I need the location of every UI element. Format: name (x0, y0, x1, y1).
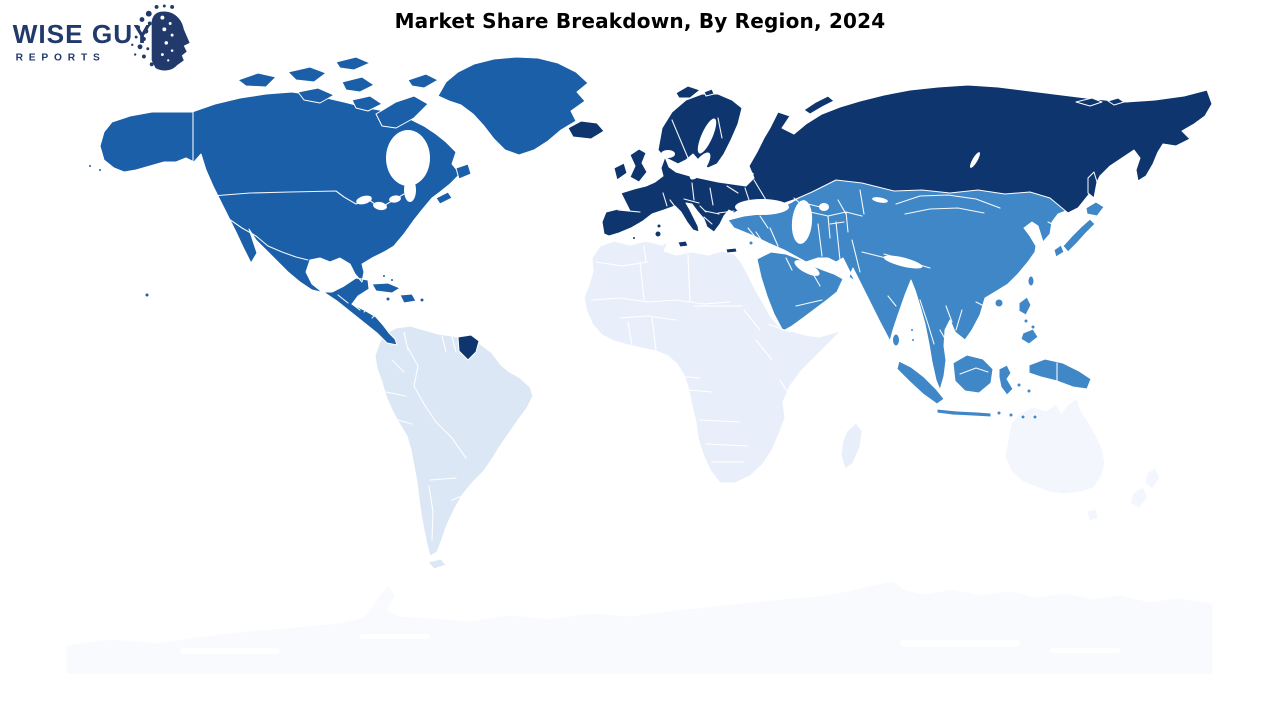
lake-baikal (970, 152, 980, 168)
sri-lanka (892, 333, 900, 347)
japan-hokkaido (1085, 201, 1105, 217)
dotted-head-icon (131, 4, 190, 71)
nova-scotia (435, 191, 453, 205)
new-zealand-north (1144, 467, 1161, 490)
hawaii (144, 292, 150, 298)
new-siberian-islands (1075, 97, 1103, 107)
sardinia (654, 230, 662, 238)
great-britain (629, 148, 648, 183)
crete (725, 247, 738, 254)
caspian-sea (791, 200, 813, 244)
persian-gulf (794, 260, 820, 276)
arabian-peninsula (756, 251, 844, 332)
new-zealand-south (1129, 486, 1149, 509)
french-guiana (457, 334, 480, 361)
corsica (656, 223, 662, 229)
novaya-zemlya (803, 95, 835, 115)
europe-borders (617, 209, 641, 213)
chart-title: Market Share Breakdown, By Region, 2024 (394, 9, 886, 33)
tierra-del-fuego (427, 558, 447, 570)
borneo (952, 354, 994, 394)
us-canada-border (211, 190, 405, 209)
baffin-island (375, 95, 429, 129)
baltic-sea (689, 152, 711, 180)
newfoundland (455, 163, 472, 180)
region-north-america (88, 56, 589, 346)
tasmania (1086, 508, 1099, 522)
gulf-of-bothnia (697, 118, 717, 154)
africa-borders (595, 261, 649, 267)
cuba (371, 282, 401, 294)
australia (1004, 397, 1106, 495)
country-borders (192, 111, 1058, 541)
region-europe-russia (457, 84, 1213, 361)
hudson-bay (386, 130, 430, 186)
logo-subtext: REPORTS (16, 52, 106, 63)
sakhalin (1087, 171, 1098, 199)
us-mexico-border (228, 218, 309, 261)
philippines-luzon (1018, 296, 1032, 316)
japan-kyushu (1053, 244, 1065, 258)
james-bay (404, 178, 416, 202)
skagerrak (661, 150, 675, 158)
scandinavia (657, 93, 743, 169)
ireland (613, 162, 628, 181)
aral-sea (819, 203, 829, 211)
region-south-america (374, 325, 534, 570)
taiwan (1027, 275, 1035, 287)
jamaica (385, 296, 391, 302)
borneo-border (959, 367, 989, 375)
sicily (677, 240, 689, 248)
inland-seas (180, 118, 1120, 654)
hainan (994, 298, 1004, 308)
greenland (437, 56, 589, 156)
black-sea (735, 199, 789, 215)
region-asia-pacific (727, 177, 1105, 420)
philippines-mindanao (1020, 328, 1039, 345)
gulf-of-finland (722, 167, 754, 177)
north-america-mainland (99, 91, 461, 346)
japan-honshu (1062, 218, 1096, 253)
java (936, 408, 992, 418)
new-guinea (1028, 358, 1092, 390)
cyprus (748, 240, 754, 246)
sumatra (896, 360, 945, 405)
region-antarctica (65, 580, 1214, 675)
logo-wordmark: WISE GUY (13, 19, 152, 49)
madagascar (840, 422, 863, 470)
svalbard (675, 85, 701, 99)
hispaniola (399, 293, 417, 304)
iceland (567, 120, 605, 140)
europe-russia-mainland (601, 84, 1213, 237)
lake-balkhash (872, 197, 888, 203)
region-oceania (1004, 397, 1161, 522)
puerto-rico (419, 297, 425, 303)
sulawesi (998, 364, 1014, 396)
wise-guy-reports-logo: WISE GUY REPORTS (13, 4, 190, 71)
